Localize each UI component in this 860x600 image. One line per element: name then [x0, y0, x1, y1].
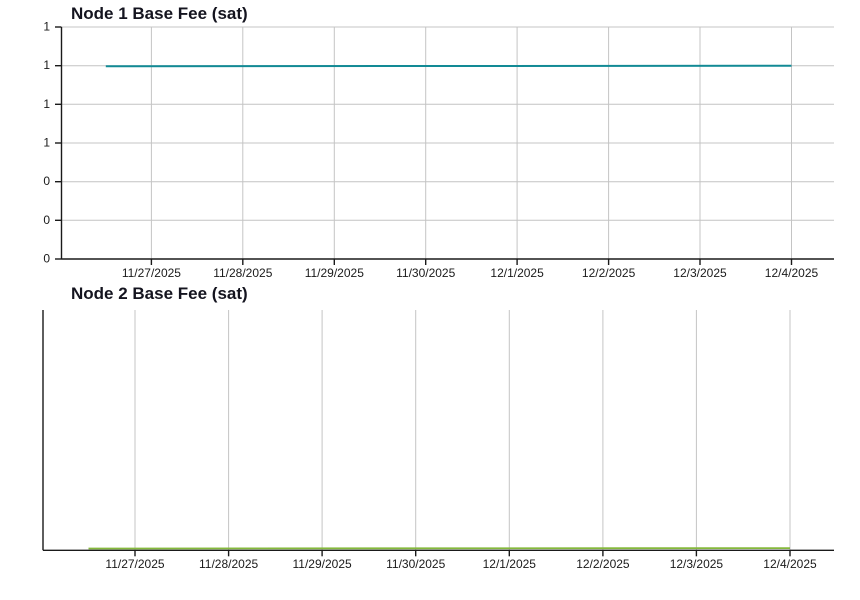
svg-text:1: 1 [43, 97, 50, 111]
svg-text:12/3/2025: 12/3/2025 [670, 557, 724, 571]
svg-text:1: 1 [43, 20, 50, 34]
svg-text:0: 0 [43, 174, 50, 188]
svg-text:12/1/2025: 12/1/2025 [483, 557, 537, 571]
svg-text:0: 0 [43, 213, 50, 227]
svg-text:12/1/2025: 12/1/2025 [490, 266, 544, 280]
svg-text:11/28/2025: 11/28/2025 [199, 557, 258, 571]
svg-text:11/30/2025: 11/30/2025 [386, 557, 445, 571]
svg-text:12/4/2025: 12/4/2025 [765, 266, 819, 280]
svg-text:11/30/2025: 11/30/2025 [396, 266, 455, 280]
svg-text:12/3/2025: 12/3/2025 [673, 266, 727, 280]
svg-text:0: 0 [43, 252, 50, 266]
svg-text:12/2/2025: 12/2/2025 [576, 557, 630, 571]
svg-text:11/29/2025: 11/29/2025 [305, 266, 364, 280]
svg-text:1: 1 [43, 136, 50, 150]
svg-text:12/4/2025: 12/4/2025 [763, 557, 817, 571]
svg-text:12/2/2025: 12/2/2025 [582, 266, 636, 280]
svg-text:11/27/2025: 11/27/2025 [122, 266, 181, 280]
svg-text:11/29/2025: 11/29/2025 [293, 557, 352, 571]
svg-text:11/27/2025: 11/27/2025 [105, 557, 164, 571]
svg-text:1: 1 [43, 58, 50, 72]
svg-text:11/28/2025: 11/28/2025 [213, 266, 272, 280]
